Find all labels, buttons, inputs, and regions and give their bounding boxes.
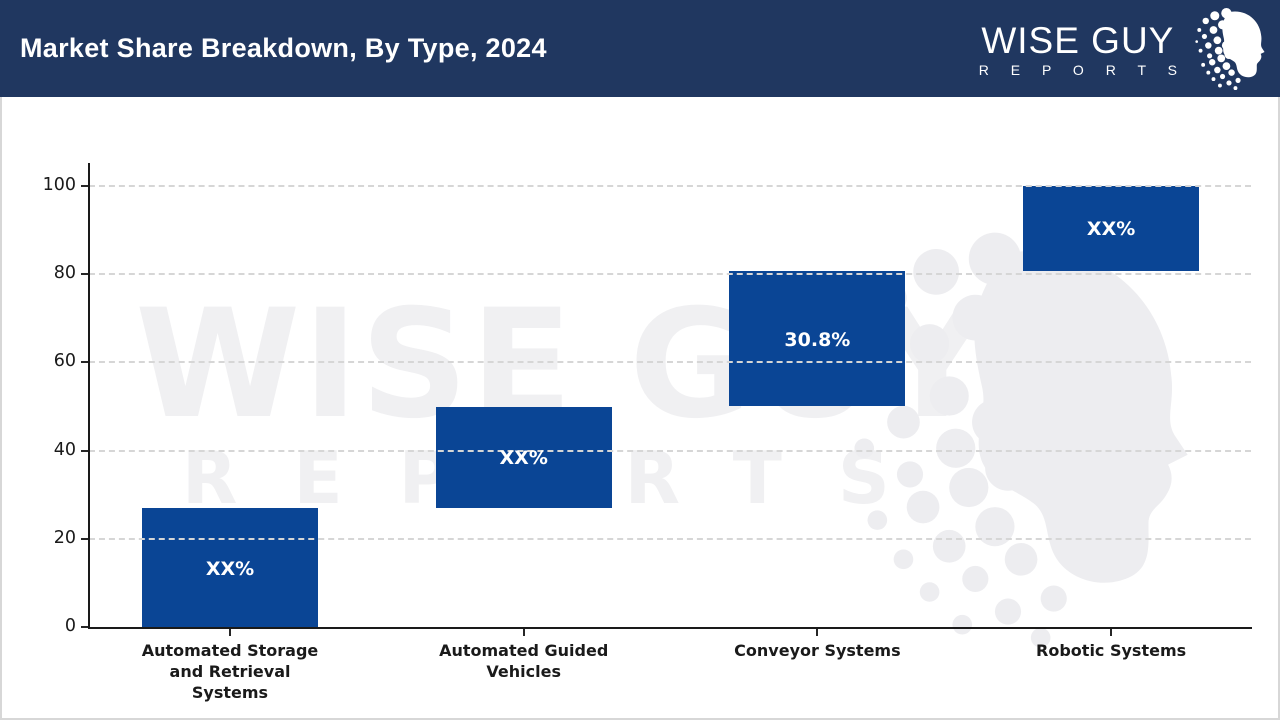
bottom-border-line [0, 718, 1280, 720]
page-title: Market Share Breakdown, By Type, 2024 [20, 33, 547, 63]
y-tick-mark [81, 537, 88, 540]
gridline [89, 449, 1251, 452]
bar-segment [1023, 186, 1200, 271]
bar-segment [142, 508, 318, 627]
wiseguy-logo: WISE GUY R E P O R T S [970, 8, 1268, 92]
y-tick-label: 0 [64, 616, 76, 636]
logo-sub-text: R E P O R T S [978, 62, 1186, 79]
x-tick-mark [1110, 629, 1113, 636]
y-tick-label: 60 [53, 351, 76, 372]
left-border-line [0, 0, 2, 720]
wiseguy-face-icon [1195, 8, 1265, 91]
y-tick-mark [81, 449, 88, 452]
bar-value-label: XX% [1086, 218, 1136, 241]
y-tick-label: 40 [53, 439, 76, 460]
wiseguy-logo-text: WISE GUY R E P O R T S [970, 19, 1186, 79]
bar-value-label: XX% [499, 447, 548, 470]
x-category-label: Automated Guided Vehicles [439, 641, 609, 682]
x-tick-mark [229, 629, 231, 636]
x-tick-mark [522, 629, 525, 636]
bar-segment [435, 406, 612, 509]
bar-segment [729, 270, 906, 407]
x-category-label: Conveyor Systems [734, 641, 901, 660]
x-axis-line [88, 627, 1252, 629]
gridline [89, 185, 1251, 187]
x-category-label: Robotic Systems [1036, 641, 1187, 660]
gridline [89, 361, 1251, 364]
bar-value-label: 30.8% [784, 328, 851, 351]
y-axis-line [88, 163, 90, 629]
x-tick-mark [816, 629, 819, 636]
header-bar: Market Share Breakdown, By Type, 2024 WI… [0, 0, 1280, 97]
bar-value-label: XX% [205, 557, 255, 580]
gridline [89, 537, 1251, 540]
y-tick-mark [81, 185, 88, 187]
y-tick-mark [81, 273, 88, 276]
y-tick-label: 100 [42, 175, 76, 195]
x-category-label: Automated Storage and Retrieval Systems [141, 641, 319, 703]
right-border-line [1278, 0, 1280, 720]
y-tick-label: 20 [53, 527, 76, 548]
y-tick-label: 80 [53, 263, 76, 284]
y-tick-mark [81, 361, 88, 364]
y-tick-mark [81, 626, 88, 628]
logo-name-text: WISE GUY [981, 19, 1175, 61]
gridline [89, 273, 1251, 276]
